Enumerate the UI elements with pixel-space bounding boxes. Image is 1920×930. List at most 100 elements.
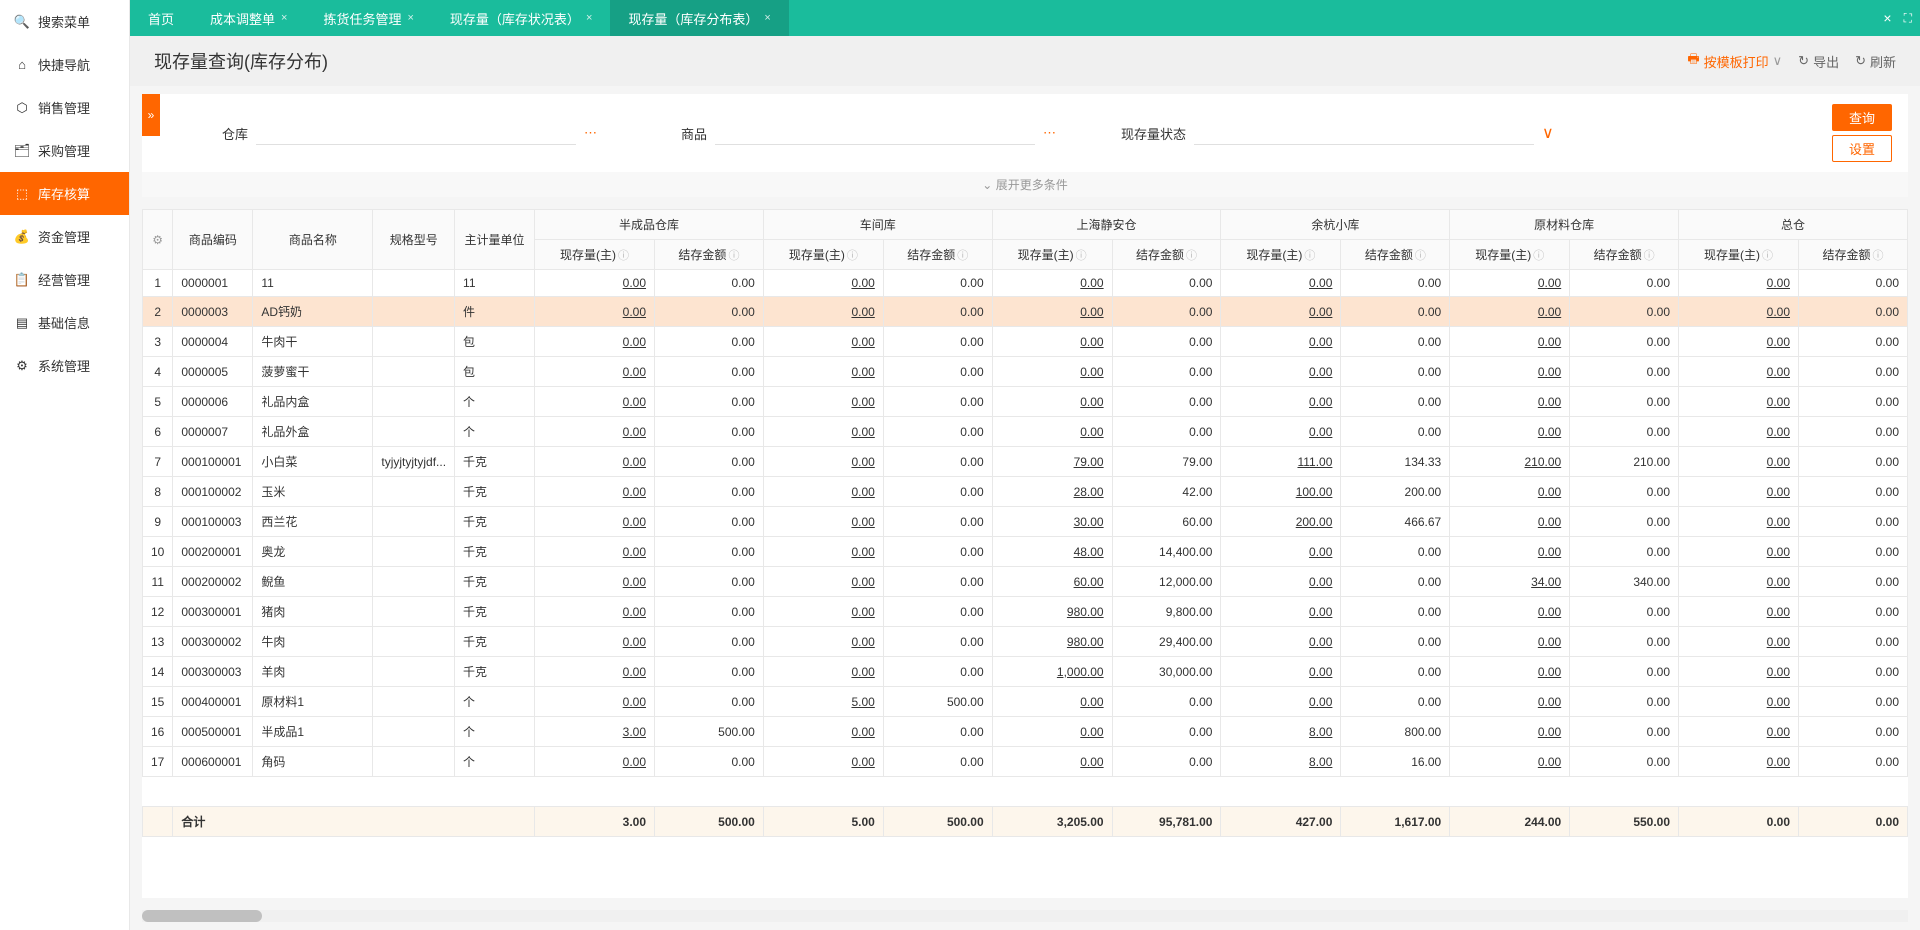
cell-value[interactable]: 0.00 — [535, 627, 655, 657]
cell-value[interactable]: 980.00 — [992, 597, 1112, 627]
filter-product-more-icon[interactable]: ⋯ — [1043, 125, 1056, 141]
cell-value[interactable]: 0.00 — [535, 687, 655, 717]
cell-value[interactable]: 0.00 — [1679, 417, 1799, 447]
cell-value[interactable]: 1,000.00 — [992, 657, 1112, 687]
cell-value[interactable]: 0.00 — [763, 270, 883, 297]
cell-value[interactable]: 0.00 — [763, 627, 883, 657]
table-row[interactable]: 17000600001角码个0.000.000.000.000.000.008.… — [143, 747, 1908, 777]
cell-value[interactable]: 0.00 — [1679, 507, 1799, 537]
cell-value[interactable]: 0.00 — [763, 417, 883, 447]
cell-value[interactable]: 0.00 — [763, 717, 883, 747]
cell-value[interactable]: 0.00 — [535, 417, 655, 447]
tab-close-icon[interactable]: × — [586, 12, 592, 24]
cell-value[interactable]: 0.00 — [763, 327, 883, 357]
tab-close-icon[interactable]: × — [281, 12, 287, 24]
sidebar-item-7[interactable]: ▤基础信息 — [0, 301, 129, 344]
cell-value[interactable]: 0.00 — [763, 357, 883, 387]
tab-close-icon[interactable]: × — [407, 12, 413, 24]
cell-value[interactable]: 0.00 — [1679, 567, 1799, 597]
cell-value[interactable]: 210.00 — [1450, 447, 1570, 477]
tab-2[interactable]: 拣货任务管理× — [305, 0, 431, 36]
cell-value[interactable]: 0.00 — [1450, 537, 1570, 567]
scrollbar-thumb[interactable] — [142, 910, 262, 922]
table-row[interactable]: 8000100002玉米千克0.000.000.000.0028.0042.00… — [143, 477, 1908, 507]
cell-value[interactable]: 30.00 — [992, 507, 1112, 537]
cell-value[interactable]: 0.00 — [535, 447, 655, 477]
sidebar-item-5[interactable]: 💰资金管理 — [0, 215, 129, 258]
cell-value[interactable]: 0.00 — [1221, 297, 1341, 327]
cell-value[interactable]: 0.00 — [1450, 507, 1570, 537]
cell-value[interactable]: 0.00 — [1679, 387, 1799, 417]
cell-value[interactable]: 0.00 — [1450, 270, 1570, 297]
sidebar-item-3[interactable]: 🗂采购管理 — [0, 129, 129, 172]
help-icon[interactable]: ⓘ — [1186, 250, 1197, 262]
export-button[interactable]: ↻ 导出 — [1798, 52, 1839, 71]
cell-value[interactable]: 0.00 — [535, 747, 655, 777]
cell-value[interactable]: 0.00 — [535, 387, 655, 417]
cell-value[interactable]: 0.00 — [992, 327, 1112, 357]
help-icon[interactable]: ⓘ — [847, 250, 858, 262]
help-icon[interactable]: ⓘ — [957, 250, 968, 262]
help-icon[interactable]: ⓘ — [1762, 250, 1773, 262]
cell-value[interactable]: 0.00 — [763, 387, 883, 417]
cell-value[interactable]: 0.00 — [1450, 687, 1570, 717]
chevron-down-icon[interactable]: ∨ — [1542, 123, 1554, 143]
cell-value[interactable]: 0.00 — [1450, 747, 1570, 777]
sidebar-item-0[interactable]: 🔍搜索菜单 — [0, 0, 129, 43]
cell-value[interactable]: 0.00 — [1221, 417, 1341, 447]
table-row[interactable]: 7000100001小白菜tyjyjtyjtyjdf...千克0.000.000… — [143, 447, 1908, 477]
table-row[interactable]: 50000006礼品内盒个0.000.000.000.000.000.000.0… — [143, 387, 1908, 417]
table-row[interactable]: 13000300002牛肉千克0.000.000.000.00980.0029,… — [143, 627, 1908, 657]
expand-conditions-button[interactable]: ⌄ 展开更多条件 — [142, 172, 1908, 197]
help-icon[interactable]: ⓘ — [1304, 250, 1315, 262]
cell-value[interactable]: 0.00 — [763, 477, 883, 507]
cell-value[interactable]: 0.00 — [1450, 297, 1570, 327]
table-row[interactable]: 9000100003西兰花千克0.000.000.000.0030.0060.0… — [143, 507, 1908, 537]
cell-value[interactable]: 200.00 — [1221, 507, 1341, 537]
cell-value[interactable]: 0.00 — [1221, 387, 1341, 417]
cell-value[interactable]: 0.00 — [763, 447, 883, 477]
help-icon[interactable]: ⓘ — [1644, 250, 1655, 262]
cell-value[interactable]: 5.00 — [763, 687, 883, 717]
table-row[interactable]: 60000007礼品外盒个0.000.000.000.000.000.000.0… — [143, 417, 1908, 447]
cell-value[interactable]: 0.00 — [1221, 357, 1341, 387]
cell-value[interactable]: 0.00 — [535, 297, 655, 327]
tab-4[interactable]: 现存量（库存分布表）× — [610, 0, 788, 36]
cell-value[interactable]: 980.00 — [992, 627, 1112, 657]
cell-value[interactable]: 0.00 — [763, 507, 883, 537]
cell-value[interactable]: 0.00 — [763, 537, 883, 567]
sidebar-item-2[interactable]: ⬡销售管理 — [0, 86, 129, 129]
cell-value[interactable]: 0.00 — [535, 597, 655, 627]
cell-value[interactable]: 60.00 — [992, 567, 1112, 597]
cell-value[interactable]: 0.00 — [1679, 717, 1799, 747]
cell-value[interactable]: 0.00 — [535, 327, 655, 357]
cell-value[interactable]: 0.00 — [535, 270, 655, 297]
cell-value[interactable]: 79.00 — [992, 447, 1112, 477]
cell-value[interactable]: 28.00 — [992, 477, 1112, 507]
help-icon[interactable]: ⓘ — [1415, 250, 1426, 262]
cell-value[interactable]: 0.00 — [763, 747, 883, 777]
cell-value[interactable]: 0.00 — [1450, 717, 1570, 747]
tab-3[interactable]: 现存量（库存状况表）× — [432, 0, 610, 36]
cell-value[interactable]: 0.00 — [1679, 747, 1799, 777]
cell-value[interactable]: 0.00 — [535, 477, 655, 507]
tab-0[interactable]: 首页 — [130, 0, 192, 36]
query-button[interactable]: 查询 — [1832, 104, 1892, 131]
cell-value[interactable]: 0.00 — [992, 417, 1112, 447]
help-icon[interactable]: ⓘ — [728, 250, 739, 262]
cell-value[interactable]: 0.00 — [1679, 687, 1799, 717]
cell-value[interactable]: 0.00 — [763, 297, 883, 327]
help-icon[interactable]: ⓘ — [1533, 250, 1544, 262]
cell-value[interactable]: 0.00 — [1679, 657, 1799, 687]
tab-fullscreen-icon[interactable]: ⛶ — [1904, 11, 1912, 26]
cell-value[interactable]: 0.00 — [992, 357, 1112, 387]
cell-value[interactable]: 0.00 — [1679, 537, 1799, 567]
cell-value[interactable]: 100.00 — [1221, 477, 1341, 507]
cell-value[interactable]: 0.00 — [1679, 270, 1799, 297]
filter-status-input[interactable] — [1194, 121, 1534, 145]
cell-value[interactable]: 0.00 — [535, 537, 655, 567]
cell-value[interactable]: 0.00 — [1450, 597, 1570, 627]
cell-value[interactable]: 0.00 — [1450, 327, 1570, 357]
cell-value[interactable]: 0.00 — [763, 567, 883, 597]
cell-value[interactable]: 0.00 — [1450, 417, 1570, 447]
